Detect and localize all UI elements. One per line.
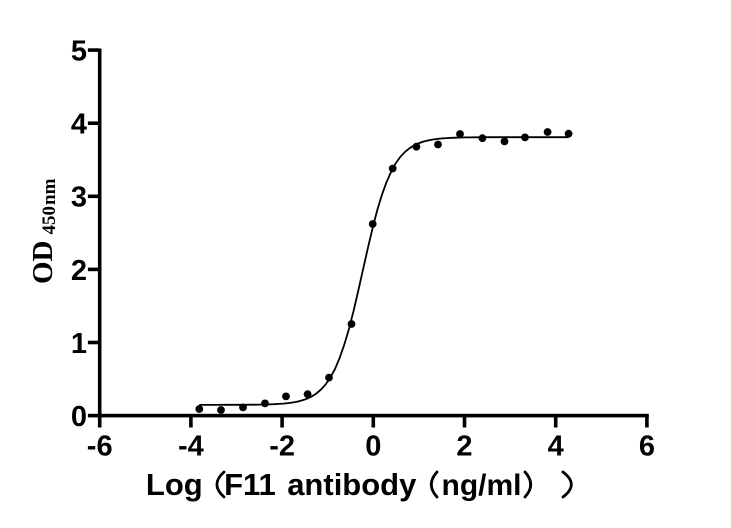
svg-text:1: 1 [71,328,87,360]
svg-text:antibody: antibody [287,467,417,502]
svg-text:-2: -2 [269,431,295,463]
svg-text:F11: F11 [224,467,276,502]
svg-text:-4: -4 [178,431,204,463]
svg-text:Log: Log [146,467,203,502]
svg-text:0: 0 [365,431,381,463]
svg-text:2: 2 [456,431,472,463]
svg-text:5: 5 [71,36,87,68]
svg-text:ng/ml: ng/ml [442,469,522,502]
svg-text:2: 2 [71,255,87,287]
svg-text:4: 4 [71,109,87,141]
svg-text:-6: -6 [87,431,113,463]
svg-text:4: 4 [548,431,564,463]
svg-text:3: 3 [71,182,87,214]
svg-text:6: 6 [639,431,655,463]
svg-text:0: 0 [71,401,87,433]
